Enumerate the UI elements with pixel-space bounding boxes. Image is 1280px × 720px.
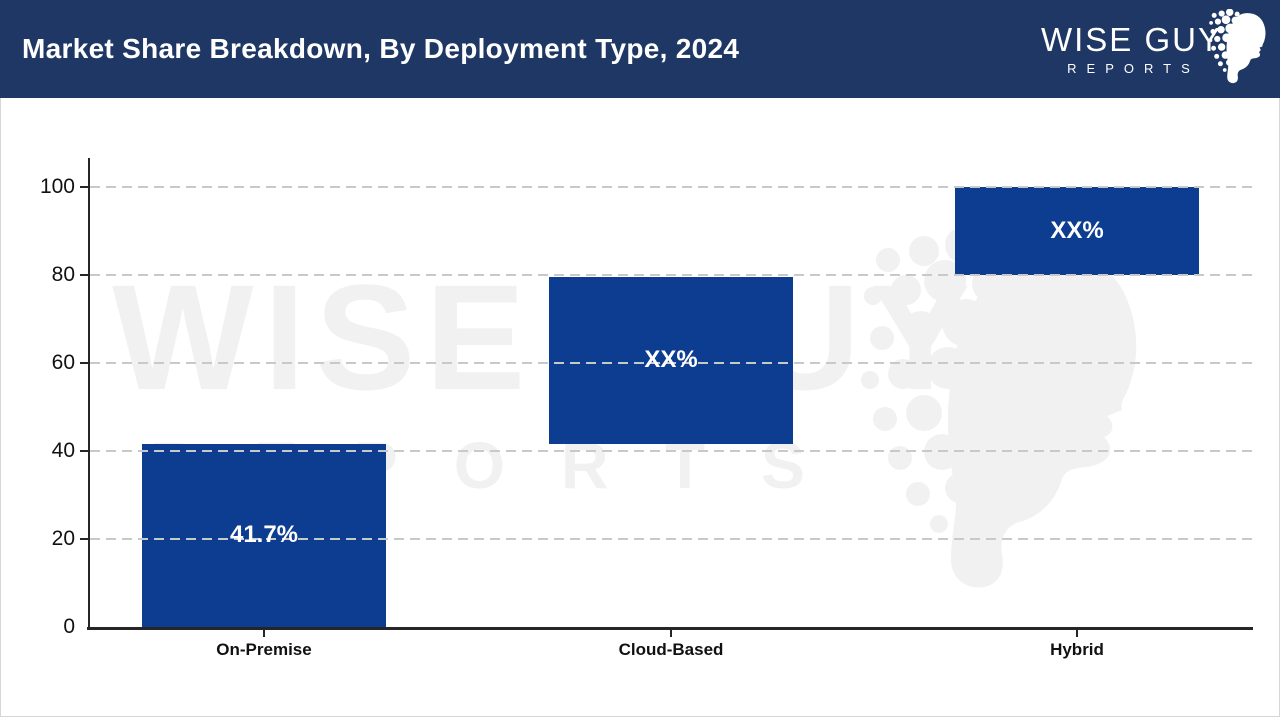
bar-hybrid <box>955 187 1199 275</box>
y-axis-label: 40 <box>51 439 75 462</box>
y-tick-100 <box>80 186 88 188</box>
logo-subtext: REPORTS <box>1067 60 1200 76</box>
logo-text: WISE GUY REPORTS <box>1041 23 1222 76</box>
x-tick-cloud-based <box>670 630 672 637</box>
bar-cloud-based <box>549 277 793 444</box>
y-axis-label: 80 <box>51 263 75 286</box>
bar-value-label-cloud-based: XX% <box>644 346 698 374</box>
x-axis-line <box>87 627 1253 630</box>
watermark-head-icon <box>861 230 1137 588</box>
x-axis-label-on-premise: On-Premise <box>216 640 312 659</box>
logo-head-icon <box>1208 8 1266 83</box>
card-border-left <box>0 98 1 717</box>
logo-wordmark: WISE GUY <box>1040 20 1222 58</box>
bar-value-label-hybrid: XX% <box>1050 217 1104 244</box>
y-axis-line <box>88 158 90 629</box>
gridline-20 <box>90 538 1253 540</box>
header: Market Share Breakdown, By Deployment Ty… <box>0 0 1280 98</box>
x-axis-label-cloud-based: Cloud-Based <box>618 640 724 659</box>
y-axis-label: 100 <box>39 175 75 198</box>
bar-on-premise <box>142 443 386 627</box>
card-border-bottom <box>0 716 1280 717</box>
x-tick-on-premise <box>263 630 265 637</box>
gridline-40 <box>90 450 1253 452</box>
logo: WISE GUY REPORTS <box>1041 8 1270 90</box>
y-axis-label: 0 <box>63 615 75 638</box>
y-tick-80 <box>80 274 88 276</box>
y-tick-60 <box>80 362 88 364</box>
gridline-80 <box>90 274 1253 276</box>
y-tick-40 <box>80 450 88 452</box>
y-axis-label: 20 <box>51 527 75 550</box>
gridline-60 <box>90 362 1253 364</box>
x-axis-label-hybrid: Hybrid <box>1050 640 1104 659</box>
gridline-100 <box>90 186 1253 188</box>
bar-value-label-on-premise: 41.7% <box>229 521 299 549</box>
y-axis-label: 60 <box>51 351 75 374</box>
x-tick-hybrid <box>1076 630 1078 637</box>
watermark-wordmark: WISE GUY <box>112 253 981 421</box>
y-tick-20 <box>80 538 88 540</box>
chart-title: Market Share Breakdown, By Deployment Ty… <box>22 33 740 64</box>
